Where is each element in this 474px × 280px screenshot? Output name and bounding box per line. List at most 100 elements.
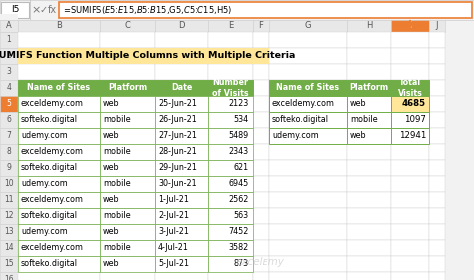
Bar xyxy=(391,20,429,32)
Bar xyxy=(0,144,18,160)
Text: web: web xyxy=(103,227,119,237)
Bar xyxy=(391,96,429,112)
Bar xyxy=(18,160,100,176)
Bar xyxy=(269,80,347,96)
Text: 4: 4 xyxy=(7,83,11,92)
Text: 25-Jun-21: 25-Jun-21 xyxy=(158,99,197,109)
Text: 11: 11 xyxy=(4,195,14,204)
Text: Date: Date xyxy=(171,83,192,92)
Bar xyxy=(0,112,18,128)
Bar xyxy=(208,64,253,80)
Bar xyxy=(100,128,155,144)
Bar xyxy=(347,96,391,112)
Text: E: E xyxy=(228,22,233,31)
Bar xyxy=(391,32,429,48)
Bar xyxy=(429,240,445,256)
Bar xyxy=(208,224,253,240)
Bar xyxy=(208,128,253,144)
Text: softeko.digital: softeko.digital xyxy=(21,260,78,269)
Bar xyxy=(269,112,347,128)
Bar xyxy=(269,144,347,160)
Bar xyxy=(347,256,391,272)
Bar xyxy=(391,208,429,224)
Bar xyxy=(100,240,155,256)
Bar xyxy=(18,80,100,96)
Bar xyxy=(347,20,391,32)
Text: 3582: 3582 xyxy=(229,244,249,253)
Text: web: web xyxy=(103,164,119,172)
Bar xyxy=(155,224,208,240)
Bar xyxy=(253,256,269,272)
Bar xyxy=(18,208,100,224)
Bar xyxy=(269,80,347,96)
Bar xyxy=(155,32,208,48)
Bar xyxy=(0,96,18,112)
Bar xyxy=(269,192,347,208)
Text: ✓: ✓ xyxy=(40,5,48,15)
Bar xyxy=(155,224,208,240)
Bar xyxy=(155,208,208,224)
Bar xyxy=(18,176,100,192)
Text: 2562: 2562 xyxy=(228,195,249,204)
Text: 3: 3 xyxy=(7,67,11,76)
Text: 8: 8 xyxy=(7,148,11,157)
Bar xyxy=(253,80,269,96)
Bar xyxy=(18,256,100,272)
Bar xyxy=(208,176,253,192)
Bar xyxy=(429,32,445,48)
Bar xyxy=(100,224,155,240)
Bar xyxy=(208,32,253,48)
Bar xyxy=(347,160,391,176)
Bar xyxy=(269,176,347,192)
Bar xyxy=(253,240,269,256)
Bar xyxy=(100,256,155,272)
Bar xyxy=(208,240,253,256)
Bar xyxy=(155,64,208,80)
Bar xyxy=(18,240,100,256)
Bar xyxy=(155,80,208,96)
Bar xyxy=(100,20,155,32)
Bar xyxy=(0,160,18,176)
Bar xyxy=(18,272,100,280)
Text: 2343: 2343 xyxy=(229,148,249,157)
Bar xyxy=(208,208,253,224)
Bar xyxy=(208,224,253,240)
Bar xyxy=(269,96,347,112)
Bar xyxy=(269,272,347,280)
Bar xyxy=(347,112,391,128)
Text: udemy.com: udemy.com xyxy=(21,227,68,237)
Bar xyxy=(347,96,391,112)
Bar xyxy=(269,128,347,144)
Bar xyxy=(347,80,391,96)
Text: 873: 873 xyxy=(234,260,249,269)
Bar xyxy=(100,160,155,176)
Bar xyxy=(269,208,347,224)
Bar xyxy=(429,176,445,192)
Text: 1097: 1097 xyxy=(404,115,426,125)
Text: 27-Jun-21: 27-Jun-21 xyxy=(158,132,197,141)
Text: 4-Jul-21: 4-Jul-21 xyxy=(158,244,189,253)
Bar xyxy=(100,96,155,112)
Bar xyxy=(155,240,208,256)
Bar xyxy=(208,160,253,176)
Text: exceldemy.com: exceldemy.com xyxy=(272,99,335,109)
Bar xyxy=(253,48,269,64)
Bar xyxy=(155,176,208,192)
Bar xyxy=(100,112,155,128)
Bar xyxy=(155,96,208,112)
Bar xyxy=(100,64,155,80)
Bar xyxy=(269,96,347,112)
Text: 621: 621 xyxy=(234,164,249,172)
Bar xyxy=(253,208,269,224)
Bar xyxy=(208,208,253,224)
Text: 16: 16 xyxy=(4,276,14,280)
Bar xyxy=(100,256,155,272)
Bar xyxy=(347,192,391,208)
Bar xyxy=(347,128,391,144)
Bar xyxy=(155,240,208,256)
Bar xyxy=(100,32,155,48)
Bar xyxy=(155,256,208,272)
Text: mobile: mobile xyxy=(103,211,131,221)
Bar xyxy=(208,80,253,96)
Bar xyxy=(18,48,100,64)
